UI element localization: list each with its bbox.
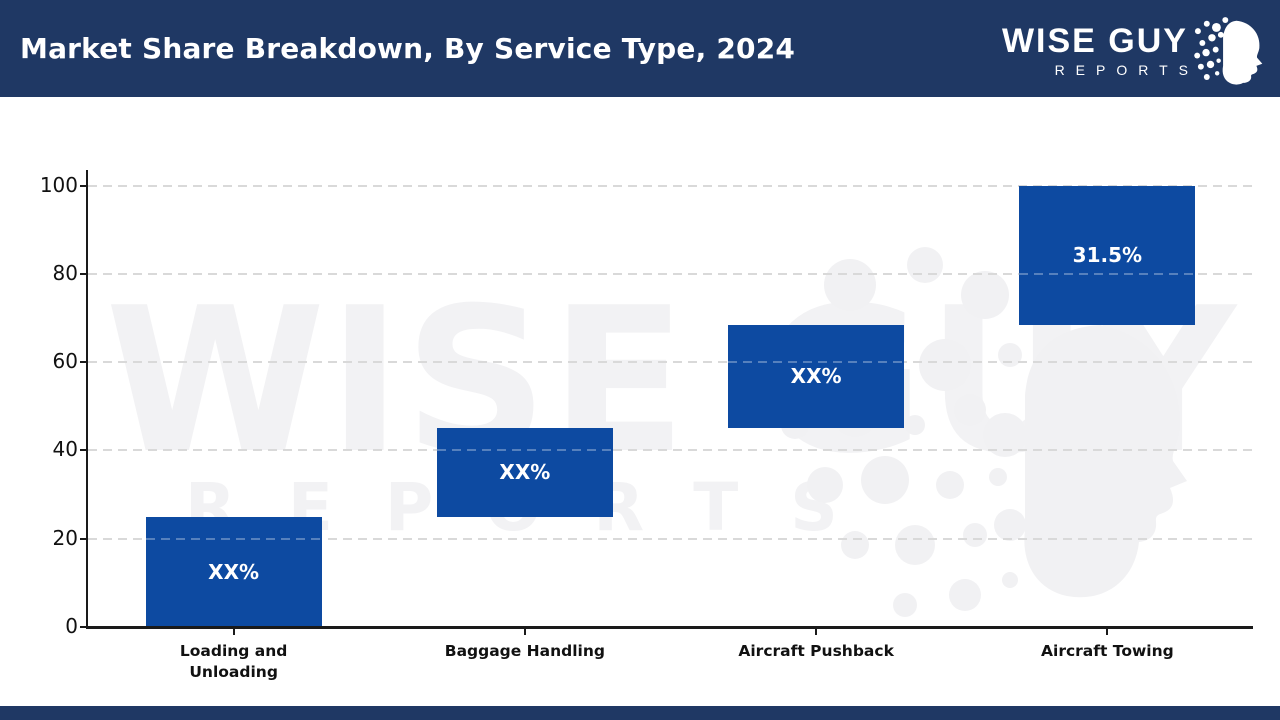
x-tick-mark	[1106, 627, 1109, 635]
gridline	[88, 537, 1253, 540]
chart-area: WISE GUY REPORTS 020406080100XX%Loading …	[0, 97, 1280, 706]
brand-subtitle-text: REPORTS	[1054, 62, 1199, 78]
y-axis-line	[86, 170, 88, 629]
y-tick-mark	[80, 184, 87, 187]
y-tick-mark	[80, 449, 87, 452]
gridline-over-bar	[436, 449, 613, 452]
y-tick-mark	[80, 537, 87, 540]
bar-segment: 31.5%	[1019, 185, 1196, 325]
y-tick-label: 0	[65, 614, 78, 638]
brand-name-text: WISE GUY	[1001, 22, 1188, 60]
x-category-label: Aircraft Pushback	[738, 642, 894, 660]
footer-bar	[0, 706, 1280, 720]
gridline-over-bar	[145, 537, 322, 540]
y-tick-label: 40	[52, 437, 78, 462]
bar-segment: XX%	[728, 324, 905, 429]
page-title: Market Share Breakdown, By Service Type,…	[20, 32, 796, 65]
y-tick-mark	[80, 272, 87, 275]
x-category-label: Aircraft Towing	[1041, 642, 1174, 660]
bar-value-label: XX%	[208, 559, 260, 584]
y-tick-mark	[80, 361, 87, 364]
brand-face-icon	[1194, 17, 1263, 85]
bar-value-label: 31.5%	[1072, 243, 1143, 268]
y-tick-label: 20	[52, 525, 78, 550]
gridline-over-bar	[1019, 272, 1196, 275]
x-axis-line	[88, 626, 1253, 629]
gridline	[88, 449, 1253, 452]
header-bar: Market Share Breakdown, By Service Type,…	[0, 0, 1280, 97]
x-category-label: Baggage Handling	[444, 642, 605, 660]
gridline	[88, 361, 1253, 364]
x-tick-mark	[523, 627, 526, 635]
bar-segment: XX%	[145, 516, 322, 627]
bar-segment: XX%	[436, 428, 613, 517]
y-tick-label: 100	[39, 172, 78, 197]
x-category-label: Loading and Unloading	[179, 642, 288, 681]
brand-logo: WISE GUY REPORTS	[1002, 6, 1266, 94]
x-tick-mark	[815, 627, 818, 635]
brand-wordmark: WISE GUY REPORTS	[1002, 22, 1188, 78]
bar-value-label: XX%	[499, 460, 551, 485]
gridline	[88, 272, 1253, 275]
bar-value-label: XX%	[790, 364, 842, 389]
y-tick-mark	[80, 626, 87, 628]
y-tick-label: 60	[52, 349, 78, 374]
x-tick-mark	[232, 627, 235, 635]
y-tick-label: 80	[52, 260, 78, 285]
gridline-over-bar	[728, 361, 905, 364]
gridline	[88, 184, 1253, 187]
